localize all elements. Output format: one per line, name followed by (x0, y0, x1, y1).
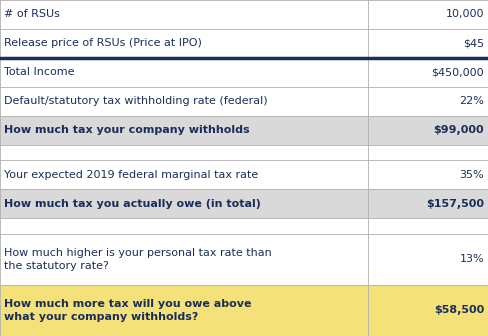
Text: How much more tax will you owe above
what your company withholds?: How much more tax will you owe above wha… (4, 299, 251, 322)
Text: # of RSUs: # of RSUs (4, 9, 60, 19)
Text: Release price of RSUs (Price at IPO): Release price of RSUs (Price at IPO) (4, 38, 202, 48)
Bar (0, 29, 488, 58)
Text: Default/statutory tax withholding rate (federal): Default/statutory tax withholding rate (… (4, 96, 267, 106)
Bar (0, 160, 488, 189)
Text: How much tax your company withholds: How much tax your company withholds (4, 125, 249, 135)
Text: 35%: 35% (460, 170, 484, 180)
Text: 10,000: 10,000 (446, 9, 484, 19)
Text: How much tax you actually owe (in total): How much tax you actually owe (in total) (4, 199, 261, 209)
Bar (0, 234, 488, 285)
Text: Your expected 2019 federal marginal tax rate: Your expected 2019 federal marginal tax … (4, 170, 258, 180)
Text: $99,000: $99,000 (433, 125, 484, 135)
Text: Total Income: Total Income (4, 67, 74, 77)
Bar (0, 144, 488, 160)
Text: $45: $45 (463, 38, 484, 48)
Bar (0, 58, 488, 87)
Text: 22%: 22% (459, 96, 484, 106)
Text: $157,500: $157,500 (426, 199, 484, 209)
Text: $450,000: $450,000 (431, 67, 484, 77)
Bar (0, 218, 488, 234)
Bar (0, 87, 488, 116)
Text: 13%: 13% (460, 254, 484, 264)
Bar (0, 116, 488, 144)
Text: How much higher is your personal tax rate than
the statutory rate?: How much higher is your personal tax rat… (4, 248, 272, 271)
Bar (0, 189, 488, 218)
Text: $58,500: $58,500 (434, 305, 484, 316)
Bar (0, 285, 488, 336)
Bar (0, 0, 488, 29)
